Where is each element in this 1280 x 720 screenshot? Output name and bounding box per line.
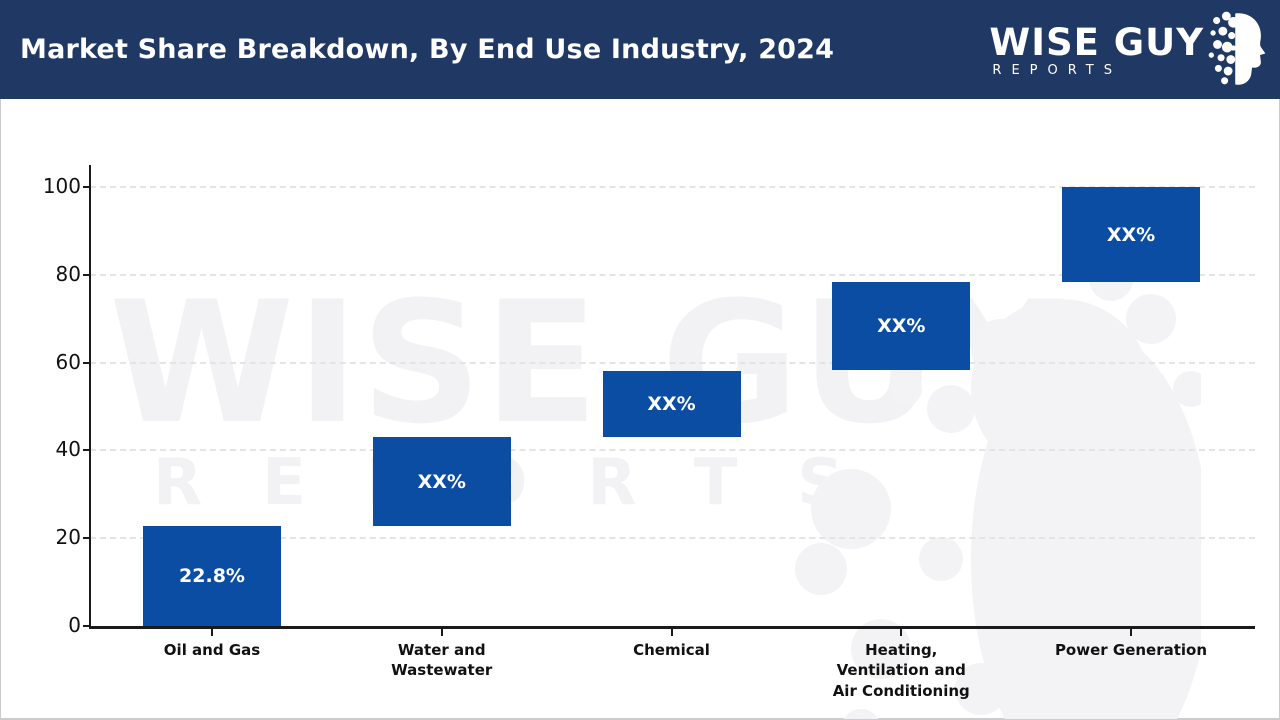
face-profile-icon [1206,6,1268,94]
chart-area: WISE GUY REPORTS 0 20 40 60 80 100 22.8% Oil an… [0,99,1280,720]
bar-1: XX% [372,437,511,526]
x-tick-0 [211,629,213,636]
bar-value-label: XX% [647,392,696,415]
gridline-20 [90,537,1255,540]
bar-value-label: XX% [877,315,926,338]
y-tick-100 [83,186,90,188]
x-category-label: Water and Wastewater [391,641,493,680]
y-tick-label-80: 80 [55,261,81,286]
y-tick-40 [83,449,90,452]
x-category-label: Heating, Ventilation and Air Conditionin… [832,641,970,700]
page-title: Market Share Breakdown, By End Use Indus… [20,34,835,65]
x-tick-2 [670,629,673,636]
y-tick-20 [83,537,90,540]
bar-4: XX% [1062,187,1200,283]
x-category-label: Chemical [633,641,710,659]
x-tick-1 [440,629,443,636]
brand-logo: WISE GUY REPORTS [989,6,1268,94]
bar-0: 22.8% [143,525,281,626]
x-tick-4 [1130,629,1132,636]
y-tick-label-40: 40 [55,437,81,462]
y-tick-0 [83,625,90,627]
y-tick-label-100: 100 [42,174,81,198]
brand-subname: REPORTS [992,62,1123,78]
header-bar: Market Share Breakdown, By End Use Indus… [0,0,1280,99]
y-axis-line [89,165,91,628]
y-tick-label-60: 60 [55,349,81,374]
x-tick-3 [900,629,903,636]
gridline-100 [90,186,1255,188]
x-category-label: Power Generation [1054,641,1208,659]
brand-name: WISE GUY [989,20,1204,64]
y-tick-label-20: 20 [55,525,81,550]
bar-value-label: XX% [1106,223,1156,246]
x-category-label: Oil and Gas [163,641,261,659]
bar-3: XX% [832,282,971,371]
bar-value-label: XX% [417,470,466,493]
gridline-40 [90,449,1255,452]
x-axis-line [89,626,1255,629]
y-tick-80 [83,273,90,276]
y-tick-label-0: 0 [68,613,81,637]
y-tick-60 [83,361,90,364]
gridline-60 [90,361,1255,364]
brand-logo-text: WISE GUY REPORTS [989,24,1204,77]
bar-value-label: 22.8% [179,564,245,587]
gridline-80 [90,273,1255,276]
bar-2: XX% [602,370,741,438]
